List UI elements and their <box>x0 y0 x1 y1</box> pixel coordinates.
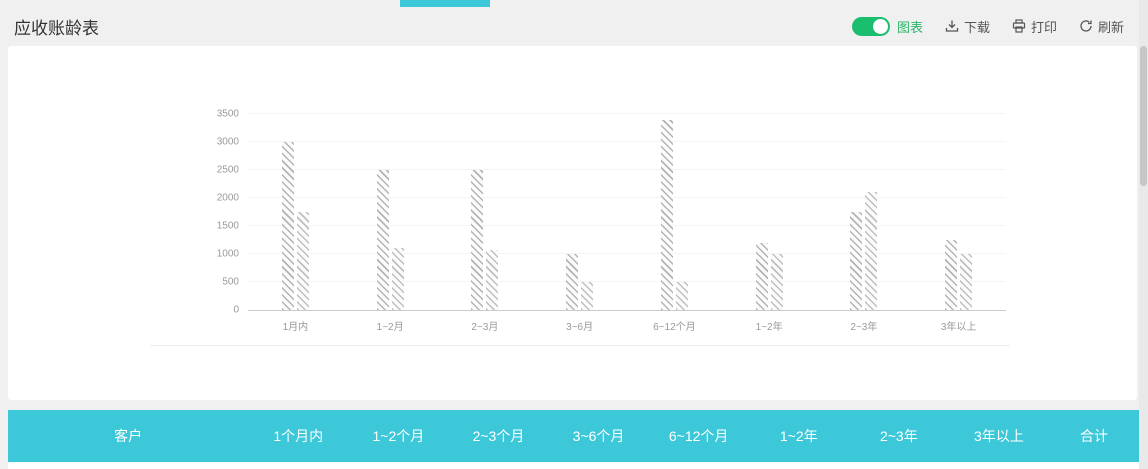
table-header-cell: 3年以上 <box>974 428 1024 444</box>
scrollbar[interactable] <box>1139 0 1148 469</box>
x-axis-tick-label: 2~3年 <box>850 322 878 333</box>
gridline <box>248 225 1006 226</box>
bar-group: 2~3月 <box>438 115 533 333</box>
gridline <box>248 281 1006 282</box>
printer-icon <box>1012 19 1026 33</box>
x-axis-tick-label: 3~6月 <box>566 322 594 333</box>
aging-table-header: 客户 1个月内 1~2个月 2~3个月 3~6个月 6~12个月 1~2年 2~3年 3年以上 合… <box>8 410 1139 462</box>
chart-toggle-label: 图表 <box>896 19 923 35</box>
y-axis-tick-label: 0 <box>233 304 239 316</box>
gridline <box>248 169 1006 170</box>
y-axis-tick-label: 3500 <box>216 108 239 120</box>
toggle-knob <box>872 18 888 34</box>
bar-series-2 <box>296 212 309 310</box>
bar-group: 3~6月 <box>532 115 627 333</box>
chart-panel: 0 500 1000 1500 2000 2500 3000 3500 1月内 1~2月 2~3月 3… <box>8 46 1137 400</box>
chart-toggle[interactable]: 图表 <box>851 16 923 36</box>
bar-series-1 <box>850 212 863 310</box>
y-axis-tick-label: 3000 <box>216 136 239 148</box>
x-axis-tick-label: 1月内 <box>282 322 309 333</box>
table-header-cell: 1~2年 <box>779 428 818 444</box>
bar-series-1 <box>471 170 484 310</box>
page-title: 应收账龄表 <box>14 18 99 38</box>
gridline <box>248 197 1006 198</box>
page-header: 应收账龄表 图表 下载 打印 <box>0 7 1138 45</box>
bar-series-2 <box>960 254 973 310</box>
print-button[interactable]: 打印 <box>1012 17 1057 36</box>
bar-series-2 <box>675 282 688 310</box>
gridline <box>248 253 1006 254</box>
bar-group: 1~2年 <box>722 115 817 333</box>
bar-group: 6~12个月 <box>627 115 722 333</box>
table-header-cell: 3~6个月 <box>572 428 625 444</box>
y-axis-tick-label: 2000 <box>216 192 239 204</box>
x-axis-tick-label: 3年以上 <box>940 322 977 333</box>
x-axis-tick-label: 2~3月 <box>471 322 499 333</box>
scrollbar-thumb[interactable] <box>1140 46 1147 186</box>
download-button[interactable]: 下载 <box>945 17 990 36</box>
x-axis-tick-label: 6~12个月 <box>653 322 696 333</box>
toolbar: 图表 下载 打印 <box>851 16 1124 36</box>
bar-series-2 <box>770 254 783 310</box>
y-axis-tick-label: 500 <box>222 276 239 288</box>
bar-series-1 <box>945 240 958 310</box>
bar-group: 1~2月 <box>343 115 438 333</box>
gridline <box>248 141 1006 142</box>
bar-chart: 0 500 1000 1500 2000 2500 3000 3500 1月内 1~2月 2~3月 3… <box>217 109 1006 333</box>
bar-series-1 <box>660 119 673 310</box>
refresh-icon <box>1079 19 1093 33</box>
bar-series-2 <box>391 248 404 310</box>
toggle-switch-icon[interactable] <box>851 16 890 36</box>
bar-series-1 <box>755 242 768 310</box>
table-header-cell: 1个月内 <box>273 428 324 444</box>
refresh-label: 刷新 <box>1097 19 1124 35</box>
table-header-cell: 客户 <box>114 428 143 444</box>
y-axis-tick-label: 1500 <box>216 220 239 232</box>
download-icon <box>945 19 959 33</box>
table-header-cell: 1~2个月 <box>372 428 425 444</box>
x-axis-tick-label: 1~2年 <box>755 322 783 333</box>
bar-group: 3年以上 <box>911 115 1006 333</box>
gridline <box>248 113 1006 114</box>
bar-series-2 <box>581 282 594 310</box>
bar-series-1 <box>376 170 389 310</box>
table-header-cell: 2~3个月 <box>472 428 525 444</box>
table-first-row <box>8 462 1139 469</box>
y-axis-tick-label: 1000 <box>216 248 239 260</box>
download-label: 下载 <box>963 19 990 35</box>
bar-group: 1月内 <box>248 115 343 333</box>
refresh-button[interactable]: 刷新 <box>1079 17 1124 36</box>
bar-series-1 <box>281 142 294 310</box>
bar-series-2 <box>486 250 499 310</box>
top-accent-indicator <box>400 0 490 7</box>
bar-series-1 <box>566 254 579 310</box>
print-label: 打印 <box>1030 19 1057 35</box>
table-header-cell: 2~3年 <box>879 428 918 444</box>
chart-baseline-divider <box>150 345 1010 346</box>
table-header-cell: 合计 <box>1080 428 1108 444</box>
bar-group: 2~3年 <box>817 115 912 333</box>
bar-series-2 <box>865 192 878 310</box>
y-axis-tick-label: 2500 <box>216 164 239 176</box>
table-header-cell: 6~12个月 <box>668 428 729 444</box>
x-axis-tick-label: 1~2月 <box>376 322 404 333</box>
